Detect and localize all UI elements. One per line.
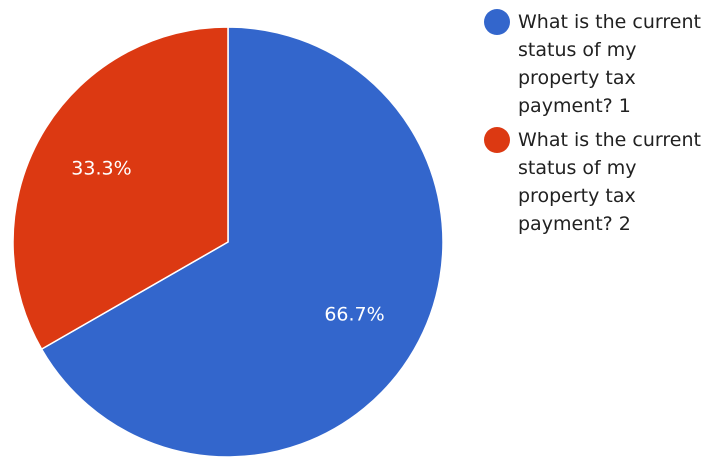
legend: What is the current status of my propert… <box>484 8 709 244</box>
legend-swatch-2 <box>484 127 510 153</box>
legend-label-2: What is the current status of my propert… <box>518 129 701 235</box>
legend-item-2[interactable]: What is the current status of my propert… <box>484 126 709 238</box>
legend-item-1[interactable]: What is the current status of my propert… <box>484 8 709 120</box>
legend-label-1: What is the current status of my propert… <box>518 11 701 117</box>
pie-slice-2[interactable] <box>12 26 229 351</box>
pie-chart: 66.7% 33.3% <box>12 26 444 457</box>
legend-swatch-1 <box>484 9 510 35</box>
pie-slice-1[interactable] <box>40 26 444 457</box>
slice-label-1: 66.7% <box>324 304 384 326</box>
slice-label-2: 33.3% <box>71 157 131 179</box>
